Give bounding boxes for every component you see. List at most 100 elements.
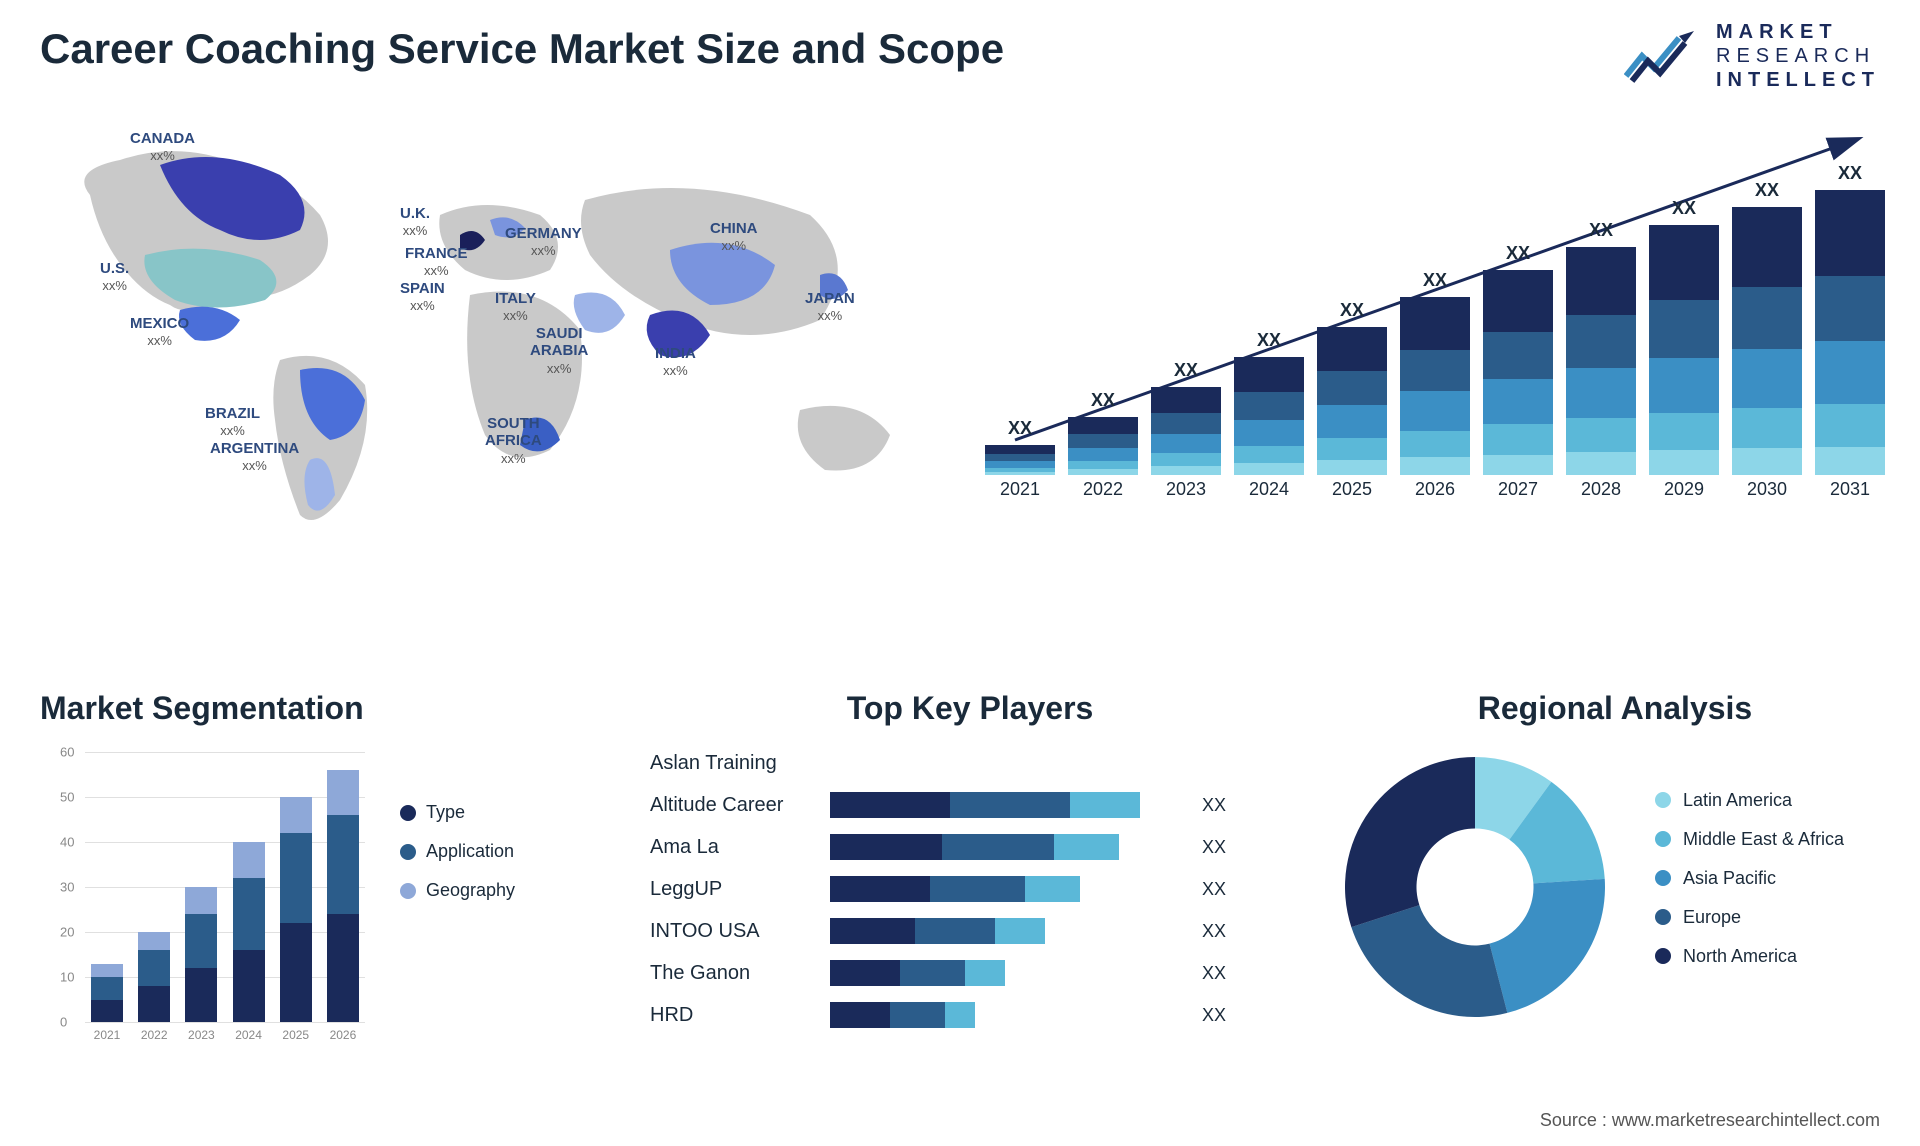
regional-legend-item: Asia Pacific (1655, 868, 1844, 889)
source-text: Source : www.marketresearchintellect.com (1540, 1110, 1880, 1131)
player-bar (830, 792, 1190, 818)
seg-year-label: 2021 (91, 1028, 123, 1042)
growth-bar: XX (1400, 270, 1470, 475)
player-row: LeggUP XX (650, 868, 1290, 910)
growth-year-label: 2026 (1400, 479, 1470, 500)
growth-bar: XX (1317, 300, 1387, 475)
growth-bar: XX (1566, 220, 1636, 475)
seg-year-label: 2025 (280, 1028, 312, 1042)
growth-bar-value: XX (1672, 198, 1696, 219)
regional-title: Regional Analysis (1335, 690, 1895, 727)
growth-year-label: 2021 (985, 479, 1055, 500)
map-label: FRANCExx% (405, 245, 468, 280)
segmentation-panel: Market Segmentation 20212022202320242025… (40, 690, 580, 1062)
page-title: Career Coaching Service Market Size and … (40, 25, 1004, 73)
seg-ytick: 10 (60, 970, 74, 985)
player-row: HRDXX (650, 994, 1290, 1036)
player-name: Ama La (650, 836, 830, 859)
seg-year-label: 2022 (138, 1028, 170, 1042)
seg-bar (185, 887, 217, 1022)
seg-bar (327, 770, 359, 1022)
growth-bar: XX (1234, 330, 1304, 475)
growth-year-label: 2031 (1815, 479, 1885, 500)
map-label: MEXICOxx% (130, 315, 189, 350)
map-label: INDIAxx% (655, 345, 696, 380)
player-bar (830, 876, 1190, 902)
logo-line2: RESEARCH (1716, 44, 1880, 68)
player-row: The GanonXX (650, 952, 1290, 994)
growth-year-label: 2029 (1649, 479, 1719, 500)
players-list: Aslan TrainingAltitude CareerXXAma LaXXL… (650, 742, 1290, 1036)
growth-bar-value: XX (1755, 180, 1779, 201)
seg-ytick: 50 (60, 790, 74, 805)
map-label: BRAZILxx% (205, 405, 260, 440)
growth-bar-value: XX (1257, 330, 1281, 351)
donut-chart (1335, 747, 1615, 1027)
donut-slice (1351, 905, 1507, 1017)
player-row: Aslan Training (650, 742, 1290, 784)
segmentation-title: Market Segmentation (40, 690, 580, 727)
player-name: INTOO USA (650, 920, 830, 943)
world-map-panel: CANADAxx%U.S.xx%MEXICOxx%BRAZILxx%ARGENT… (30, 120, 950, 550)
growth-year-label: 2023 (1151, 479, 1221, 500)
player-bar (830, 1002, 1190, 1028)
player-value: XX (1202, 837, 1226, 858)
map-label: CHINAxx% (710, 220, 758, 255)
player-value: XX (1202, 879, 1226, 900)
seg-legend-item: Type (400, 802, 515, 823)
growth-bar-value: XX (1423, 270, 1447, 291)
map-label: SOUTHAFRICAxx% (485, 415, 542, 467)
growth-bar: XX (1483, 243, 1553, 475)
map-label: JAPANxx% (805, 290, 855, 325)
regional-legend: Latin AmericaMiddle East & AfricaAsia Pa… (1655, 790, 1844, 985)
seg-bar (233, 842, 265, 1022)
donut-slice (1345, 757, 1475, 927)
regional-legend-item: Latin America (1655, 790, 1844, 811)
player-name: LeggUP (650, 878, 830, 901)
regional-legend-item: Europe (1655, 907, 1844, 928)
map-label: SPAINxx% (400, 280, 445, 315)
seg-ytick: 20 (60, 925, 74, 940)
growth-year-label: 2024 (1234, 479, 1304, 500)
growth-bar-value: XX (1340, 300, 1364, 321)
map-label: ITALYxx% (495, 290, 536, 325)
growth-bar-value: XX (1838, 163, 1862, 184)
seg-year-label: 2026 (327, 1028, 359, 1042)
key-players-panel: Top Key Players Aslan Training Altitude C… (650, 690, 1290, 1036)
player-value: XX (1202, 963, 1226, 984)
growth-bar: XX (1815, 163, 1885, 475)
seg-ytick: 60 (60, 745, 74, 760)
map-label: U.S.xx% (100, 260, 129, 295)
logo-text: MARKET RESEARCH INTELLECT (1716, 20, 1880, 92)
growth-plot: XXXXXXXXXXXXXXXXXXXXXX 20212022202320242… (985, 120, 1885, 500)
seg-legend-item: Application (400, 841, 515, 862)
player-name: Altitude Career (650, 794, 830, 817)
growth-bar: XX (1732, 180, 1802, 475)
logo-mark-icon (1624, 26, 1704, 86)
growth-year-label: 2028 (1566, 479, 1636, 500)
logo-line1: MARKET (1716, 20, 1880, 44)
regional-panel: Regional Analysis Latin AmericaMiddle Ea… (1335, 690, 1895, 1027)
growth-bar: XX (985, 418, 1055, 475)
seg-bar (138, 932, 170, 1022)
growth-bar-value: XX (1091, 390, 1115, 411)
donut-slice (1490, 879, 1605, 1013)
player-name: HRD (650, 1004, 830, 1027)
logo-line3: INTELLECT (1716, 68, 1880, 92)
players-title: Top Key Players (650, 690, 1290, 727)
seg-legend-item: Geography (400, 880, 515, 901)
growth-bar: XX (1068, 390, 1138, 475)
player-value: XX (1202, 795, 1226, 816)
player-bar (830, 918, 1190, 944)
seg-year-label: 2023 (185, 1028, 217, 1042)
seg-ytick: 40 (60, 835, 74, 850)
player-value: XX (1202, 921, 1226, 942)
growth-chart-panel: XXXXXXXXXXXXXXXXXXXXXX 20212022202320242… (985, 120, 1885, 550)
map-label: U.K.xx% (400, 205, 430, 240)
player-bar (830, 834, 1190, 860)
seg-ytick: 30 (60, 880, 74, 895)
seg-bar (280, 797, 312, 1022)
growth-bar-value: XX (1008, 418, 1032, 439)
brand-logo: MARKET RESEARCH INTELLECT (1624, 20, 1880, 92)
growth-bar-value: XX (1506, 243, 1530, 264)
